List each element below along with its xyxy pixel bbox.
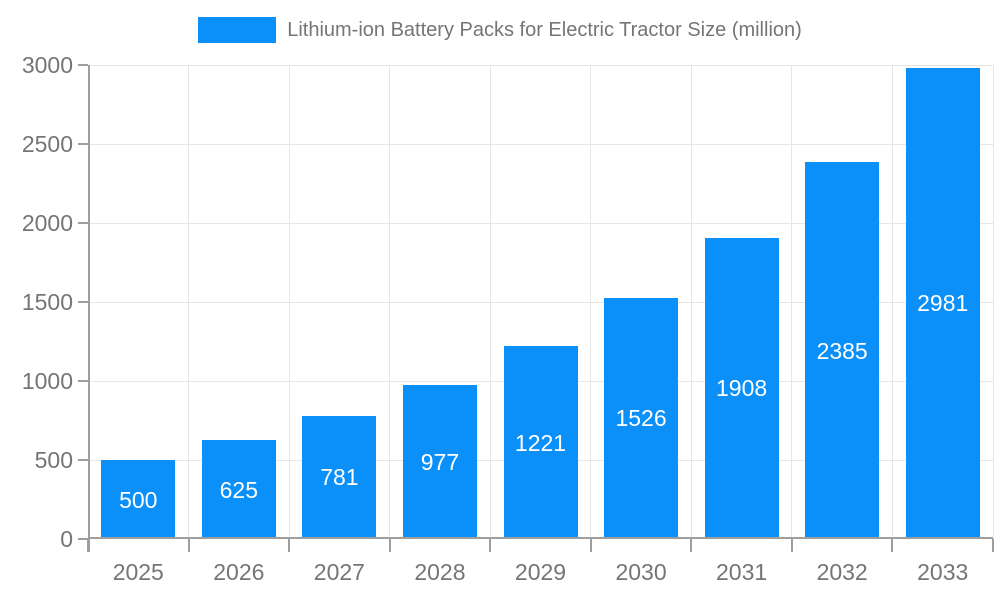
x-axis-tick	[891, 539, 894, 552]
bar-value-label: 1908	[716, 375, 768, 402]
x-axis-line	[88, 537, 993, 539]
y-axis-tick	[78, 301, 88, 303]
grid-line-v	[791, 65, 793, 539]
bar: 2385	[805, 162, 880, 539]
y-axis-tick	[78, 143, 88, 145]
x-tick-label: 2029	[514, 559, 567, 585]
bar-value-label: 500	[119, 486, 158, 513]
grid-line-v	[288, 65, 290, 539]
bar: 500	[101, 460, 176, 539]
bar: 2981	[905, 68, 980, 539]
grid-line-h	[88, 301, 993, 303]
grid-line-v	[891, 65, 893, 539]
x-tick-label: 2031	[716, 559, 768, 585]
bar-value-label: 781	[320, 464, 359, 491]
x-tick-label: 2030	[615, 559, 667, 585]
x-tick-label: 2033	[917, 559, 969, 585]
x-tick-label: 2028	[414, 559, 466, 585]
y-tick-label: 2000	[21, 210, 73, 236]
x-axis-tick	[589, 539, 592, 552]
y-tick-label: 1000	[21, 368, 73, 394]
grid-line-v	[188, 65, 190, 539]
y-tick-label: 500	[34, 447, 73, 473]
bar-value-label: 1221	[514, 429, 567, 456]
x-tick-label: 2027	[313, 559, 365, 585]
x-axis-tick	[790, 539, 793, 552]
grid-line-v	[489, 65, 491, 539]
x-tick-label: 2026	[213, 559, 265, 585]
y-tick-label: 0	[60, 526, 73, 552]
x-axis-tick	[288, 539, 291, 552]
y-axis-tick	[78, 380, 88, 382]
x-axis-tick	[690, 539, 693, 552]
plot-area: 0 500 1000 1500 2000 2500 3000 2025 500 2026 625 20…	[22, 52, 994, 585]
bar-value-label: 2981	[917, 290, 969, 317]
y-tick-label: 2500	[21, 131, 73, 157]
grid-line-v	[590, 65, 592, 539]
y-axis-tick	[78, 459, 88, 461]
bar-value-label: 977	[420, 448, 460, 475]
y-axis-tick	[78, 64, 88, 66]
y-tick-label: 1500	[21, 289, 73, 315]
bar: 977	[402, 384, 477, 539]
grid-line-v	[389, 65, 391, 539]
bar: 781	[302, 415, 377, 539]
bar-value-label: 1526	[615, 405, 667, 432]
grid-line-h	[88, 222, 993, 224]
x-axis-tick	[992, 539, 994, 552]
y-axis-line	[88, 65, 90, 552]
x-axis-tick	[187, 539, 190, 552]
bar-value-label: 2385	[816, 337, 868, 364]
x-tick-label: 2032	[816, 559, 868, 585]
bar: 1908	[704, 237, 779, 539]
y-axis-tick	[78, 222, 88, 224]
y-axis-tick	[78, 538, 88, 540]
grid-line-h	[88, 64, 993, 66]
x-axis-tick	[489, 539, 492, 552]
grid-line-h	[88, 143, 993, 145]
legend: Lithium-ion Battery Packs for Electric T…	[0, 16, 1000, 44]
grid-line-v	[992, 65, 994, 539]
x-axis-tick	[388, 539, 391, 552]
bar-value-label: 625	[219, 476, 259, 503]
y-tick-label: 3000	[21, 52, 73, 78]
bar: 1221	[503, 346, 578, 539]
grid-line-v	[690, 65, 692, 539]
bar: 1526	[604, 297, 679, 539]
bar: 625	[201, 440, 276, 539]
legend-label: Lithium-ion Battery Packs for Electric T…	[287, 19, 802, 41]
x-tick-label: 2025	[112, 559, 164, 585]
legend-swatch	[198, 17, 277, 43]
